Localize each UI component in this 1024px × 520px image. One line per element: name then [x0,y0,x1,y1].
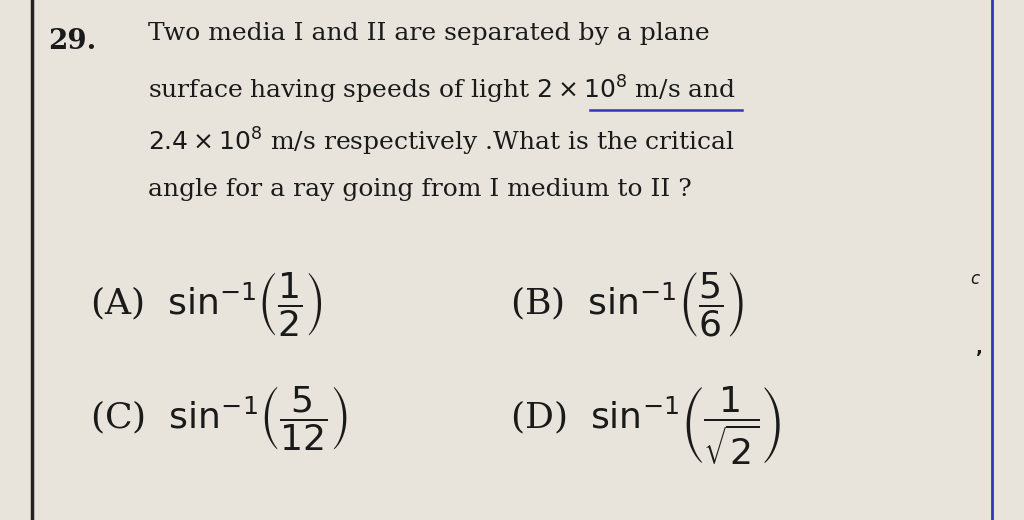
Text: Two media I and II are separated by a plane: Two media I and II are separated by a pl… [148,22,710,45]
Text: (C)  $\sin^{-1}\!\left(\dfrac{5}{12}\right)$: (C) $\sin^{-1}\!\left(\dfrac{5}{12}\righ… [90,385,348,453]
Text: (D)  $\sin^{-1}\!\left(\dfrac{1}{\sqrt{2}}\right)$: (D) $\sin^{-1}\!\left(\dfrac{1}{\sqrt{2}… [510,385,781,467]
Text: 29.: 29. [48,28,96,55]
Text: $\mathbf{,}$: $\mathbf{,}$ [975,340,982,358]
Text: $\mathit{c}$: $\mathit{c}$ [970,270,981,288]
Text: surface having speeds of light $2 \times 10^8$ m/s and: surface having speeds of light $2 \times… [148,74,736,106]
Text: $2.4 \times10^8$ m/s respectively .What is the critical: $2.4 \times10^8$ m/s respectively .What … [148,126,735,158]
Text: (A)  $\sin^{-1}\!\left(\dfrac{1}{2}\right)$: (A) $\sin^{-1}\!\left(\dfrac{1}{2}\right… [90,270,323,338]
Text: (B)  $\sin^{-1}\!\left(\dfrac{5}{6}\right)$: (B) $\sin^{-1}\!\left(\dfrac{5}{6}\right… [510,270,744,339]
Text: angle for a ray going from I medium to II ?: angle for a ray going from I medium to I… [148,178,692,201]
